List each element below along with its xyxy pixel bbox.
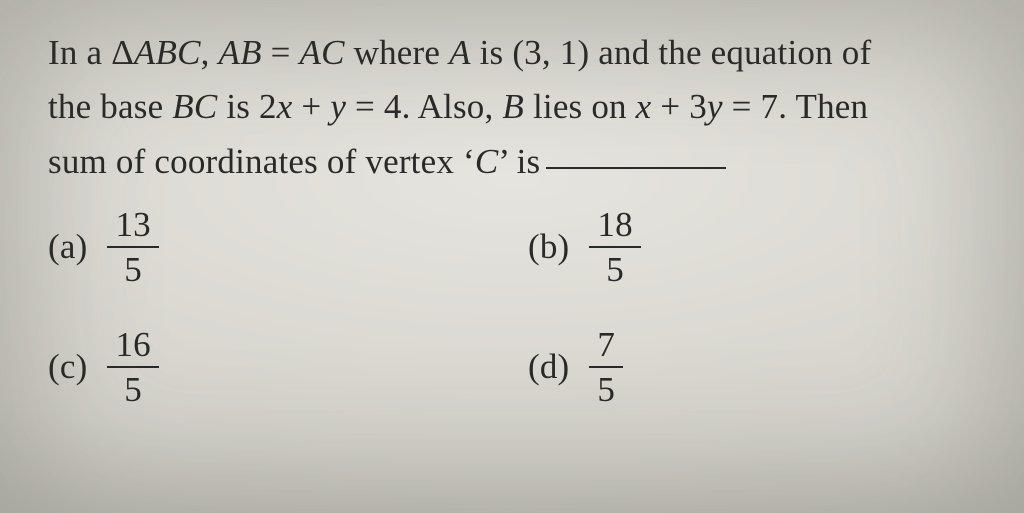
answer-blank [546,167,726,169]
text: y [330,87,346,126]
fraction-numer: 13 [107,207,158,248]
text: the base [48,87,172,126]
fraction-numer: 18 [589,207,640,248]
text: x [277,87,293,126]
fraction-numer: 7 [589,327,623,368]
text: sum of coordinates of vertex ‘ [48,142,475,181]
text: is 2 [217,87,276,126]
option-label: (b) [528,220,569,274]
fraction-denom: 5 [116,248,150,287]
option-label: (c) [48,340,87,394]
fraction-denom: 5 [589,368,623,407]
text: + 3 [651,87,707,126]
option-c[interactable]: (c) 16 5 [48,327,488,407]
text: + [292,87,330,126]
text: lies on [524,87,636,126]
fraction-denom: 5 [116,368,150,407]
fraction-numer: 16 [107,327,158,368]
option-label: (a) [48,220,87,274]
text: In a Δ [48,33,134,72]
text: x [636,87,652,126]
text: A [449,33,471,72]
text: y [707,87,723,126]
stem-line-2: the base BC is 2x + y = 4. Also, B lies … [48,80,976,134]
text: C [475,142,499,181]
question-stem: In a ΔABC, AB = AC where A is (3, 1) and… [48,26,976,189]
text: where [345,33,449,72]
text: = 4. Also, [346,87,502,126]
stem-line-3: sum of coordinates of vertex ‘C’ is [48,135,976,189]
text: , [201,33,219,72]
stem-line-1: In a ΔABC, AB = AC where A is (3, 1) and… [48,26,976,80]
text: AC [300,33,345,72]
option-fraction: 7 5 [589,327,623,407]
option-label: (d) [528,340,569,394]
fraction-denom: 5 [598,248,632,287]
options-grid: (a) 13 5 (b) 18 5 (c) 16 5 (d) 7 5 [48,207,968,407]
text: BC [172,87,217,126]
option-fraction: 18 5 [589,207,640,287]
page: In a ΔABC, AB = AC where A is (3, 1) and… [0,0,1024,407]
option-d[interactable]: (d) 7 5 [528,327,968,407]
text: B [502,87,524,126]
text: = [262,33,300,72]
text: AB [219,33,262,72]
option-fraction: 13 5 [107,207,158,287]
option-fraction: 16 5 [107,327,158,407]
text: ABC [134,33,201,72]
text: ’ is [498,142,540,181]
option-b[interactable]: (b) 18 5 [528,207,968,287]
text: is (3, 1) and the equation of [471,33,872,72]
option-a[interactable]: (a) 13 5 [48,207,488,287]
text: = 7. Then [723,87,869,126]
